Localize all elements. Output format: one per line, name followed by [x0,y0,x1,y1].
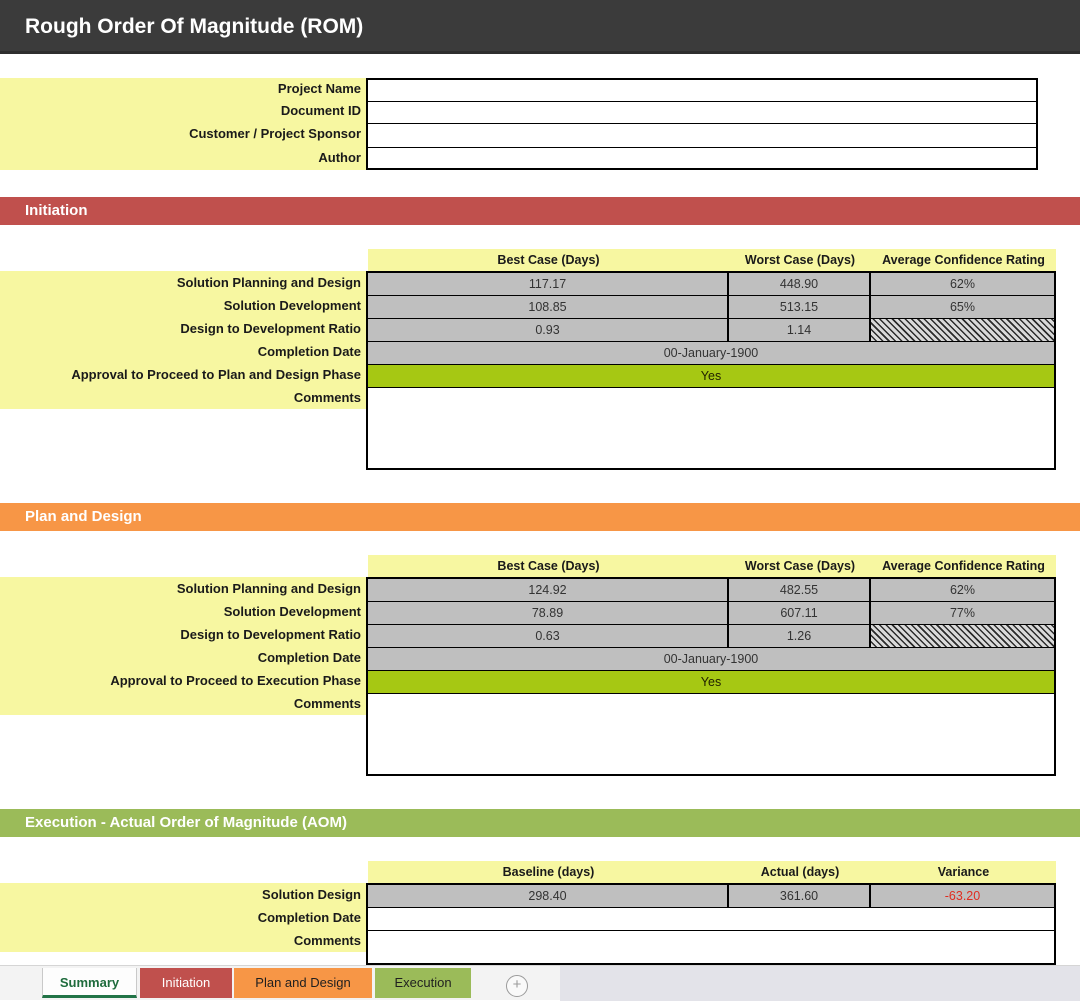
project-info-label-column: Project Name Document ID Customer / Proj… [0,78,366,170]
table-row [368,908,1054,931]
customer-sponsor-row [368,124,1036,148]
plan-development-worst-cell[interactable]: 607.11 [729,602,871,624]
row-label-completion-date: Completion Date [257,910,361,925]
row-label-design-dev-ratio: Design to Development Ratio [180,321,361,336]
column-header-confidence: Average Confidence Rating [882,253,1045,267]
project-name-input[interactable] [368,80,1036,101]
row-label-solution-development: Solution Development [223,298,361,313]
customer-sponsor-label: Customer / Project Sponsor [189,126,361,141]
execution-actual-cell[interactable]: 361.60 [729,885,871,907]
row-label-solution-development: Solution Development [223,604,361,619]
execution-baseline-cell[interactable]: 298.40 [368,885,729,907]
row-label-solution-design: Solution Design [262,887,361,902]
execution-section-header: Execution - Actual Order of Magnitude (A… [0,809,1080,837]
tab-execution[interactable]: Execution [375,968,471,998]
project-name-label: Project Name [277,81,361,96]
hatched-cell [871,625,1054,647]
hatched-cell [871,319,1054,341]
table-row: 108.85 513.15 65% [368,296,1054,319]
plan-approval-cell[interactable]: Yes [368,671,1054,693]
plan-table-header: Best Case (Days) Worst Case (Days) Avera… [368,555,1056,577]
table-row: 298.40 361.60 -63.20 [368,885,1054,908]
row-label-solution-planning: Solution Planning and Design [176,581,361,596]
initiation-development-confidence-cell[interactable]: 65% [871,296,1054,318]
table-row: 00-January-1900 [368,648,1054,671]
row-label-approval: Approval to Proceed to Execution Phase [110,673,361,688]
initiation-planning-confidence-cell[interactable]: 62% [871,273,1054,295]
table-row: 124.92 482.55 62% [368,579,1054,602]
execution-variance-cell[interactable]: -63.20 [871,885,1054,907]
row-label-approval: Approval to Proceed to Plan and Design P… [71,367,361,382]
execution-table-header: Baseline (days) Actual (days) Variance [368,861,1056,883]
plan-development-best-cell[interactable]: 78.89 [368,602,729,624]
column-header-worst-case: Worst Case (Days) [744,253,856,267]
initiation-section-header: Initiation [0,197,1080,225]
initiation-approval-cell[interactable]: Yes [368,365,1054,387]
initiation-ratio-best-cell[interactable]: 0.93 [368,319,729,341]
plan-table: 124.92 482.55 62% 78.89 607.11 77% 0.63 … [366,577,1056,776]
table-row: Yes [368,365,1054,388]
initiation-development-worst-cell[interactable]: 513.15 [729,296,871,318]
column-header-baseline: Baseline (days) [502,865,595,879]
execution-table: 298.40 361.60 -63.20 [366,883,1056,965]
initiation-development-best-cell[interactable]: 108.85 [368,296,729,318]
initiation-table: 117.17 448.90 62% 108.85 513.15 65% 0.93… [366,271,1056,470]
tab-plan-and-design[interactable]: Plan and Design [234,968,372,998]
author-row [368,148,1036,172]
row-label-completion-date: Completion Date [257,344,361,359]
initiation-planning-worst-cell[interactable]: 448.90 [729,273,871,295]
column-header-worst-case: Worst Case (Days) [744,559,856,573]
row-label-solution-planning: Solution Planning and Design [176,275,361,290]
document-id-label: Document ID [280,103,361,118]
sheet-tab-bar: Summary Initiation Plan and Design Execu… [0,965,1080,1001]
column-header-best-case: Best Case (Days) [497,559,600,573]
author-input[interactable] [368,148,1036,172]
column-header-confidence: Average Confidence Rating [882,559,1045,573]
plan-completion-date-cell[interactable]: 00-January-1900 [368,648,1054,670]
table-row: 117.17 448.90 62% [368,273,1054,296]
tab-bar-filler [560,966,1080,1001]
table-row: 0.63 1.26 [368,625,1054,648]
execution-completion-date-cell[interactable] [368,908,1054,930]
table-row: 0.93 1.14 [368,319,1054,342]
column-header-best-case: Best Case (Days) [497,253,600,267]
plan-planning-best-cell[interactable]: 124.92 [368,579,729,601]
row-label-comments: Comments [293,390,361,405]
column-header-actual: Actual (days) [760,865,840,879]
row-label-design-dev-ratio: Design to Development Ratio [180,627,361,642]
table-row: Yes [368,671,1054,694]
row-label-completion-date: Completion Date [257,650,361,665]
project-name-row [368,80,1036,102]
customer-sponsor-input[interactable] [368,124,1036,147]
tab-summary[interactable]: Summary [42,968,137,998]
initiation-ratio-worst-cell[interactable]: 1.14 [729,319,871,341]
project-info-fields [366,78,1038,172]
column-header-variance: Variance [937,865,990,879]
add-sheet-icon[interactable]: + [506,975,528,997]
plan-section-header: Plan and Design [0,503,1080,531]
plan-ratio-best-cell[interactable]: 0.63 [368,625,729,647]
execution-label-column: Solution Design Completion Date Comments [0,883,366,952]
plan-development-confidence-cell[interactable]: 77% [871,602,1054,624]
tab-initiation[interactable]: Initiation [140,968,232,998]
author-label: Author [318,150,361,165]
plan-ratio-worst-cell[interactable]: 1.26 [729,625,871,647]
document-id-row [368,102,1036,124]
plan-planning-worst-cell[interactable]: 482.55 [729,579,871,601]
row-label-comments: Comments [293,696,361,711]
initiation-label-column: Solution Planning and Design Solution De… [0,271,366,409]
table-row: 00-January-1900 [368,342,1054,365]
page-title: Rough Order Of Magnitude (ROM) [0,0,1080,54]
row-label-comments: Comments [293,933,361,948]
table-row: 78.89 607.11 77% [368,602,1054,625]
initiation-table-header: Best Case (Days) Worst Case (Days) Avera… [368,249,1056,271]
initiation-completion-date-cell[interactable]: 00-January-1900 [368,342,1054,364]
plan-planning-confidence-cell[interactable]: 62% [871,579,1054,601]
plan-label-column: Solution Planning and Design Solution De… [0,577,366,715]
initiation-planning-best-cell[interactable]: 117.17 [368,273,729,295]
document-id-input[interactable] [368,102,1036,123]
